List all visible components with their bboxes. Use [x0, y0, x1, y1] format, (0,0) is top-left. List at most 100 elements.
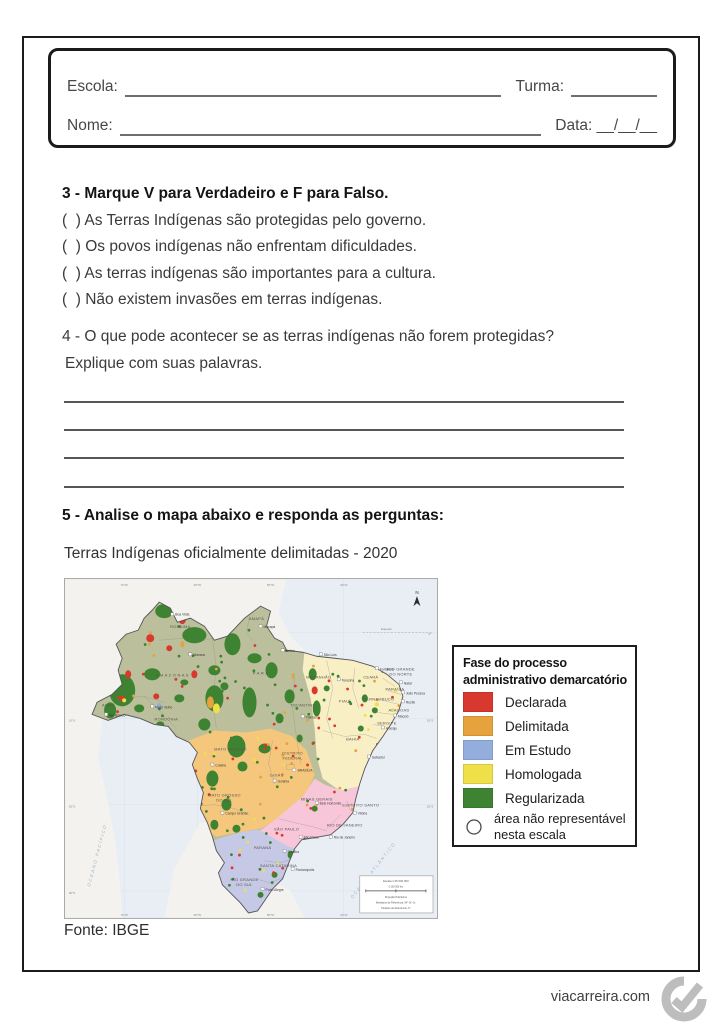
state-label: AMAPÁ: [249, 616, 264, 621]
svg-text:0 250 500 km: 0 250 500 km: [389, 885, 404, 888]
city-label: Belém: [286, 649, 296, 653]
city-label: Porto Velho: [155, 705, 172, 709]
legend-swatch-regularizada: [463, 788, 493, 809]
viacarreira-logo-icon: [661, 976, 707, 1022]
state-labels: RORAIMA AMAPÁ A M A Z O N A S P A R Á AC…: [102, 616, 415, 887]
class-blank-line: [571, 75, 657, 97]
legend-title: Fase do processo administrativo demarcat…: [463, 655, 627, 688]
city-label: Goiânia: [278, 780, 290, 784]
legend-item-declarada: Declarada: [463, 692, 627, 713]
question-3-item-1: ( ) As Terras Indígenas são protegidas p…: [62, 211, 427, 229]
state-label: FEDERAL: [283, 756, 304, 761]
svg-text:60°W: 60°W: [194, 913, 202, 917]
question-4-line1: 4 - O que pode acontecer se as terras in…: [62, 328, 554, 345]
legend-item-em-estudo: Em Estudo: [463, 740, 627, 761]
legend-swatch-em-estudo: [463, 740, 493, 761]
name-label: Nome:: [67, 117, 113, 134]
legend-circle-line2: nesta escala: [494, 827, 566, 843]
state-label: DISTRITO: [282, 751, 303, 756]
city-label: Boa Vista: [175, 613, 189, 617]
header-row-2: Nome: Data: __/__/__: [67, 105, 657, 136]
map-title: Terras Indígenas oficialmente delimitada…: [64, 545, 398, 562]
state-label: SANTA CATARINA: [260, 863, 297, 868]
class-label: Turma:: [515, 78, 564, 95]
city-label: Cuiabá: [215, 764, 226, 768]
svg-text:10°S: 10°S: [427, 718, 434, 722]
map-dots: [109, 621, 403, 907]
state-label: MINAS GERAIS: [301, 797, 333, 802]
svg-text:Projeção Policônica: Projeção Policônica: [385, 896, 408, 899]
state-label: CEARÁ: [363, 674, 378, 679]
state-label: BAHIA: [346, 736, 359, 741]
question-4: 4 - O que pode acontecer se as terras in…: [62, 324, 554, 377]
state-label: SÃO PAULO: [274, 827, 299, 832]
state-label: PERNAMBUCO: [363, 696, 394, 701]
legend-swatch-homologada: [463, 764, 493, 785]
city-label: Aracaju: [386, 726, 397, 730]
legend-label: Declarada: [505, 694, 567, 710]
svg-text:10°S: 10°S: [69, 718, 76, 722]
state-label: RIO GRANDE: [387, 666, 415, 671]
svg-text:40°W: 40°W: [340, 583, 348, 587]
state-label: PARANÁ: [254, 845, 272, 850]
state-label: DO SUL: [216, 798, 233, 803]
svg-text:30°S: 30°S: [69, 891, 76, 895]
city-label: João Pessoa: [406, 691, 425, 695]
state-label: ACRE: [102, 702, 114, 707]
state-label: RIO DE JANEIRO: [327, 823, 363, 828]
map-scale-box: Escala 1:25 000 000 0 250 500 km Projeçã…: [359, 875, 434, 914]
city-label: Maceió: [398, 714, 409, 718]
question-5-title: 5 - Analise o mapa abaixo e responda as …: [62, 507, 444, 524]
brazil-map: Equador RORAIMA AMAPÁ A M A Z O N A S P …: [64, 578, 438, 919]
svg-text:70°W: 70°W: [120, 913, 128, 917]
legend-label: Homologada: [505, 766, 582, 782]
svg-text:20°S: 20°S: [427, 805, 434, 809]
state-label: MATO GROSSO: [208, 793, 241, 798]
svg-text:Paralelo de Referência: 0°: Paralelo de Referência: 0°: [381, 907, 410, 910]
legend-circle-line1: área não representável: [494, 811, 626, 827]
city-label: Vitória: [358, 812, 367, 816]
city-label: Recife: [406, 700, 416, 704]
equator-label: Equador: [381, 627, 392, 631]
legend-swatch-declarada: [463, 692, 493, 713]
state-borders: [114, 616, 401, 884]
legend-label: Em Estudo: [505, 742, 572, 758]
state-label: A M A Z O N A S: [156, 672, 189, 677]
answer-line-1: [64, 401, 624, 403]
state-label: DO NORTE: [389, 671, 412, 676]
city-label: BRASÍLIA: [298, 769, 314, 773]
delimitada-areas: [180, 641, 214, 709]
legend-item-regularizada: Regularizada: [463, 788, 627, 809]
state-label: SERGIPE: [377, 720, 397, 725]
city-label: Natal: [404, 681, 412, 685]
city-labels: Boa Vista Macapá Belém Manaus São Luís F…: [109, 613, 425, 892]
legend-swatch-delimitada: [463, 716, 493, 737]
question-3-item-3: ( ) As terras indígenas são importantes …: [62, 264, 436, 282]
state-label: PIAUÍ: [339, 698, 351, 703]
legend-circle-label: área não representável nesta escala: [494, 811, 626, 843]
legend-circle-icon: [466, 819, 482, 835]
city-label: Florianópolis: [296, 868, 315, 872]
map-frame: [64, 578, 438, 919]
svg-text:50°W: 50°W: [267, 583, 275, 587]
student-header-box: Escola: Turma: Nome: Data: __/__/__: [48, 48, 676, 148]
city-label: Fortaleza: [380, 667, 394, 671]
map-source: Fonte: IBGE: [64, 922, 150, 939]
state-label: PARAÍBA: [385, 686, 404, 691]
header-row-1: Escola: Turma:: [67, 66, 657, 97]
legend-item-homologada: Homologada: [463, 764, 627, 785]
school-blank-line: [124, 75, 502, 97]
city-label: Rio de Janeiro: [334, 836, 355, 840]
svg-text:60°W: 60°W: [194, 583, 202, 587]
answer-line-4: [64, 486, 624, 488]
footer-site-name: viacarreira.com: [550, 989, 650, 1005]
city-label: Porto Alegre: [266, 888, 284, 892]
state-label: GOIÁS: [270, 773, 284, 778]
state-label: MATO GROSSO: [214, 747, 247, 752]
legend-label: Regularizada: [505, 790, 585, 806]
city-markers: Boa Vista Macapá Belém Manaus São Luís F…: [104, 612, 425, 892]
school-label: Escola:: [67, 78, 118, 95]
svg-text:50°W: 50°W: [267, 913, 275, 917]
city-label: Campo Grande: [225, 812, 248, 816]
